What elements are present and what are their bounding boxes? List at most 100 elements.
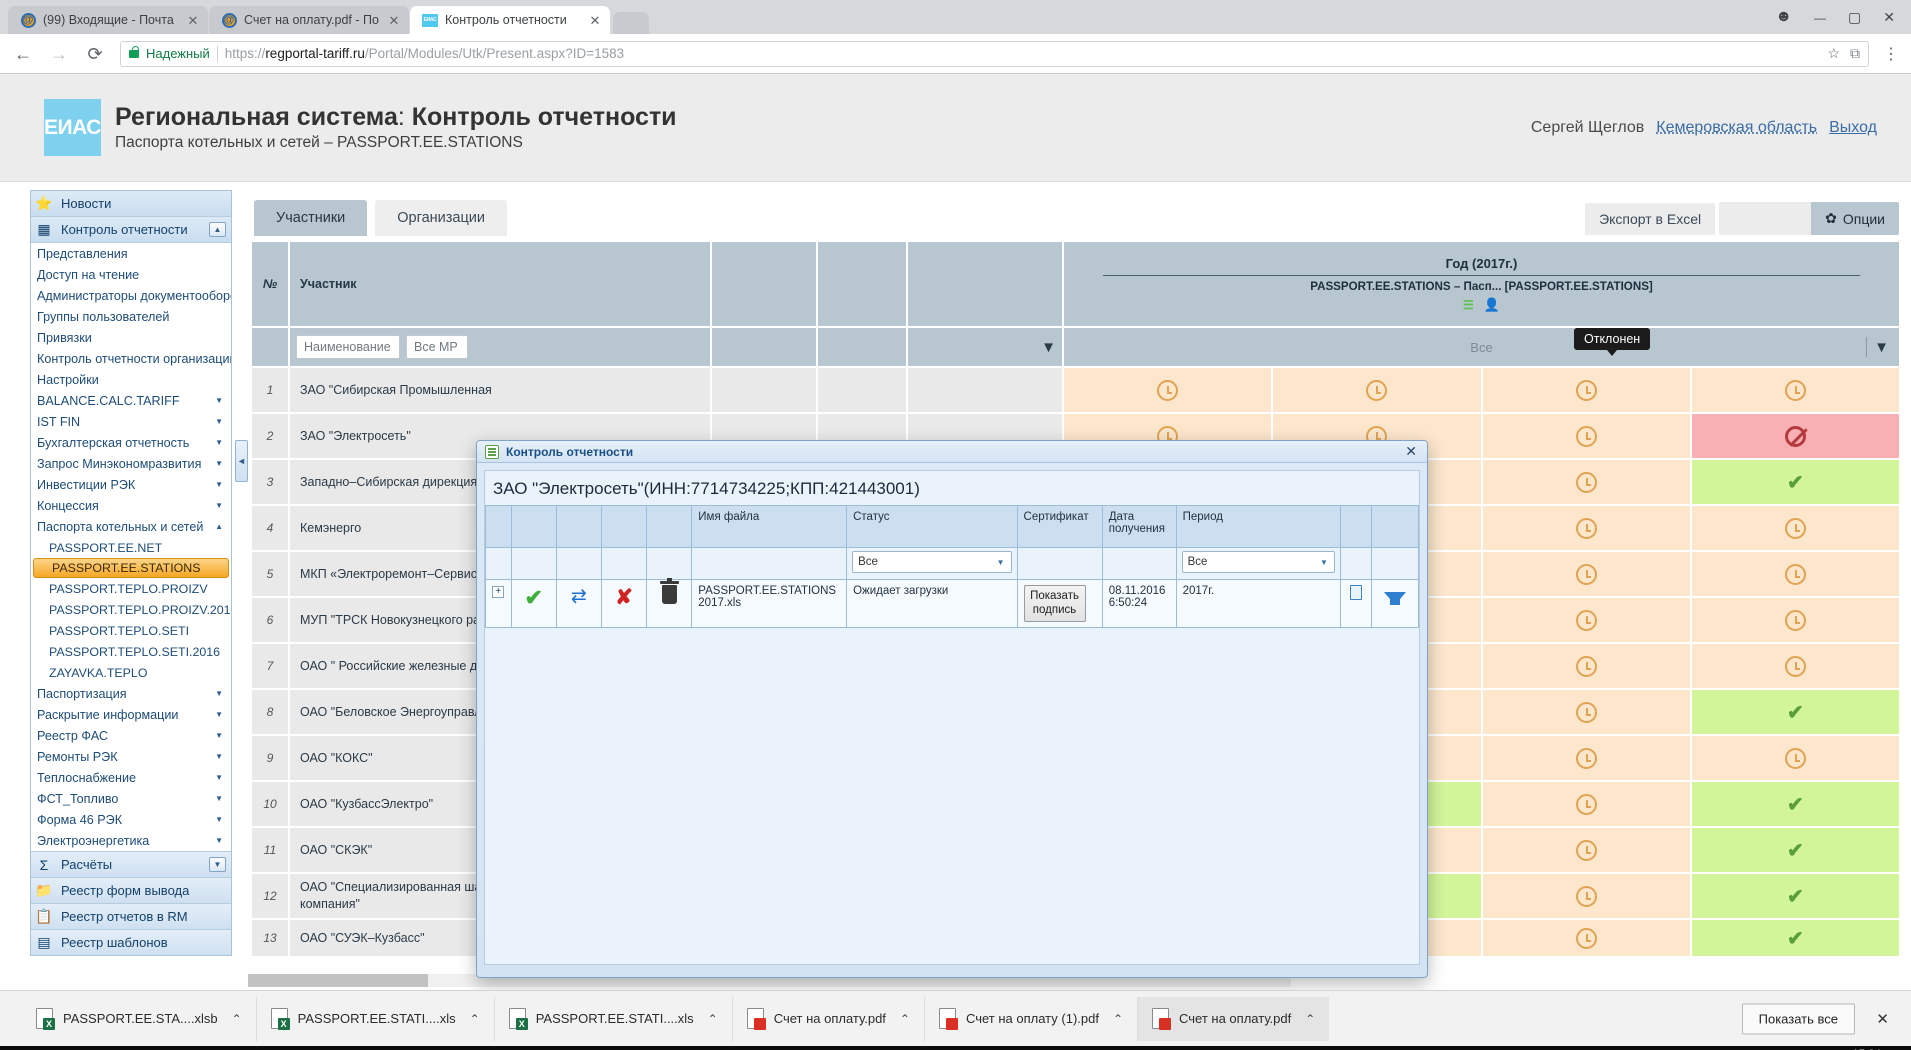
sidebar-item-9[interactable]: Бухгалтерская отчетность ▼: [31, 432, 231, 453]
mr-filter-input[interactable]: Все МР: [406, 335, 468, 359]
status-cell[interactable]: [1273, 368, 1481, 412]
status-cell[interactable]: [1691, 598, 1899, 642]
tab-organizations[interactable]: Организации: [375, 200, 507, 236]
sidebar-item-7[interactable]: BALANCE.CALC.TARIFF ▼: [31, 390, 231, 411]
sidebar-item-11[interactable]: Инвестиции РЭК ▼: [31, 474, 231, 495]
status-cell[interactable]: [1482, 644, 1690, 688]
status-cell[interactable]: [1691, 552, 1899, 596]
refresh-cell[interactable]: ⇄: [555, 579, 602, 628]
sidebar-item-22[interactable]: Раскрытие информации ▼: [31, 704, 231, 725]
status-cell[interactable]: [1482, 506, 1690, 550]
sidebar-footer-item-2[interactable]: 📋 Реестр отчетов в RM: [31, 903, 231, 929]
show-all-downloads-button[interactable]: Показать все: [1741, 1003, 1855, 1034]
close-downloads-bar-icon[interactable]: ✕: [1876, 1010, 1889, 1028]
chevron-down-icon[interactable]: ▼: [215, 689, 223, 698]
sidebar-item-6[interactable]: Настройки: [31, 369, 231, 390]
sidebar-item-2[interactable]: Администраторы документооборс: [31, 285, 231, 306]
close-icon[interactable]: ✕: [1405, 443, 1417, 459]
reject-x-icon[interactable]: ✘: [615, 586, 633, 609]
forward-icon[interactable]: →: [50, 43, 68, 64]
approve-cell[interactable]: ✔: [510, 579, 557, 628]
chevron-up-icon[interactable]: ▲: [209, 222, 226, 237]
status-cell[interactable]: [1691, 644, 1899, 688]
status-filter-select[interactable]: Все ▼: [852, 551, 1012, 573]
sidebar-item-15[interactable]: PASSPORT.EE.STATIONS: [33, 558, 229, 578]
document-icon[interactable]: [1349, 585, 1362, 600]
delete-trash-icon[interactable]: [659, 578, 679, 604]
status-cell[interactable]: ✔: [1691, 782, 1899, 826]
status-cell[interactable]: ✔: [1691, 920, 1899, 956]
minimize-icon[interactable]: [1814, 9, 1826, 26]
status-cell[interactable]: [1482, 874, 1690, 918]
status-cell[interactable]: [1691, 414, 1899, 458]
chevron-down-icon[interactable]: ▼: [209, 857, 226, 872]
download-item-4[interactable]: Счет на оплату (1).pdf ⌃: [925, 996, 1139, 1041]
sidebar-item-12[interactable]: Концессия ▼: [31, 495, 231, 516]
person-icon[interactable]: 👤: [1483, 296, 1500, 312]
download-item-2[interactable]: PASSPORT.EE.STATI....xls ⌃: [495, 996, 733, 1041]
funnel-icon[interactable]: ▼: [1874, 338, 1889, 356]
sidebar-group-control[interactable]: ▦ Контроль отчетности ▲: [31, 217, 231, 243]
chevron-up-icon[interactable]: ⌃: [1112, 1011, 1124, 1026]
chevron-down-icon[interactable]: ▼: [215, 480, 223, 489]
status-cell[interactable]: [1691, 368, 1899, 412]
sidebar-footer-item-1[interactable]: 📁 Реестр форм вывода: [31, 877, 231, 903]
back-icon[interactable]: ←: [14, 43, 32, 64]
options-button[interactable]: ✿ Опции: [1811, 202, 1899, 235]
sidebar-item-13[interactable]: Паспорта котельных и сетей ▲: [31, 516, 231, 537]
sidebar-footer-item-0[interactable]: Σ Расчёты ▼: [31, 851, 231, 877]
status-cell[interactable]: [1482, 690, 1690, 734]
extension-icon[interactable]: ⧉: [1850, 45, 1860, 61]
browser-tab-2[interactable]: ЕИАС Контроль отчетности ✕: [410, 6, 610, 34]
chevron-down-icon[interactable]: ▼: [215, 710, 223, 719]
delete-cell[interactable]: [646, 578, 693, 628]
status-cell[interactable]: [1482, 598, 1690, 642]
browser-tab-0[interactable]: @ (99) Входящие - Почта ✕: [8, 6, 208, 34]
status-cell[interactable]: ✔: [1691, 874, 1899, 918]
chevron-down-icon[interactable]: ▼: [215, 731, 223, 740]
sidebar-collapse-handle[interactable]: ◄: [235, 440, 248, 482]
close-icon[interactable]: ✕: [589, 12, 601, 28]
tab-participants[interactable]: Участники: [254, 200, 368, 236]
sidebar-item-0[interactable]: Представления: [31, 243, 231, 264]
reject-cell[interactable]: ✘: [600, 579, 648, 628]
status-cell[interactable]: [1482, 368, 1690, 412]
close-icon[interactable]: ✕: [388, 12, 400, 28]
table-row[interactable]: 1 ЗАО "Сибирская Промышленная: [252, 368, 1899, 412]
status-cell[interactable]: [1482, 552, 1690, 596]
name-filter-input[interactable]: Наименование: [296, 335, 400, 359]
sidebar-item-10[interactable]: Запрос Минэкономразвития ▼: [31, 453, 231, 474]
modal-titlebar[interactable]: Контроль отчетности ✕: [477, 441, 1427, 463]
sidebar-item-27[interactable]: Форма 46 РЭК ▼: [31, 809, 231, 830]
sidebar-item-28[interactable]: Электроэнергетика ▼: [31, 830, 231, 851]
download-item-1[interactable]: PASSPORT.EE.STATI....xls ⌃: [257, 996, 495, 1041]
window-close-icon[interactable]: [1883, 9, 1895, 26]
download-item-3[interactable]: Счет на оплату.pdf ⌃: [733, 996, 925, 1041]
status-cell[interactable]: [1691, 736, 1899, 780]
status-cell[interactable]: [1482, 782, 1690, 826]
status-cell[interactable]: [1691, 506, 1899, 550]
list-icon[interactable]: ☰: [1463, 297, 1474, 312]
expand-icon[interactable]: +: [492, 586, 505, 598]
funnel-icon[interactable]: ▼: [1041, 338, 1056, 356]
chevron-up-icon[interactable]: ⌃: [899, 1011, 910, 1026]
chevron-down-icon[interactable]: ▼: [215, 396, 223, 405]
chevron-down-icon[interactable]: ▼: [215, 836, 223, 845]
chevron-down-icon[interactable]: ▼: [215, 815, 223, 824]
browser-menu-icon[interactable]: ⋮: [1883, 45, 1899, 63]
sidebar-item-23[interactable]: Реестр ФАС ▼: [31, 725, 231, 746]
sidebar-item-18[interactable]: PASSPORT.TEPLO.SETI: [31, 620, 231, 641]
sidebar-item-21[interactable]: Паспортизация ▼: [31, 683, 231, 704]
download-item-5[interactable]: Счет на оплату.pdf ⌃: [1138, 996, 1330, 1041]
period-filter-select[interactable]: Все ▼: [1181, 551, 1335, 573]
sidebar-item-24[interactable]: Ремонты РЭК ▼: [31, 746, 231, 767]
browser-tab-1[interactable]: @ Счет на оплату.pdf - По ✕: [209, 6, 409, 34]
status-cell[interactable]: [1482, 460, 1690, 504]
download-icon[interactable]: [1383, 592, 1406, 605]
chevron-down-icon[interactable]: ▼: [215, 794, 223, 803]
sidebar-item-1[interactable]: Доступ на чтение: [31, 264, 231, 285]
new-tab-button[interactable]: [613, 12, 649, 34]
download-item-0[interactable]: PASSPORT.EE.STA....xlsb ⌃: [22, 996, 257, 1041]
sidebar-item-3[interactable]: Группы пользователей: [31, 306, 231, 327]
show-signature-button[interactable]: Показать подпись: [1023, 585, 1086, 622]
